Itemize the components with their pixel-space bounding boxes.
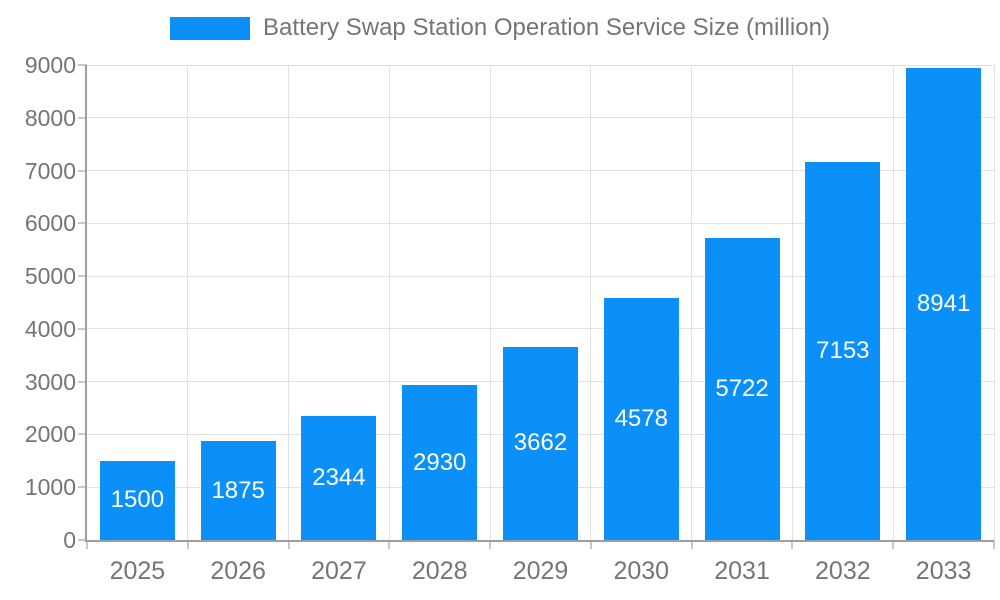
x-tick-label: 2026: [210, 557, 266, 585]
v-gridline: [691, 65, 693, 540]
v-gridline: [791, 65, 793, 540]
x-axis-tick: [993, 540, 995, 549]
y-tick-label: 7000: [24, 157, 76, 184]
y-tick-label: 5000: [24, 263, 76, 290]
h-gridline: [87, 64, 994, 66]
x-axis-tick: [287, 540, 290, 549]
x-tick-label: 2027: [311, 557, 367, 585]
x-axis-tick: [791, 540, 794, 549]
x-axis-tick: [589, 540, 592, 549]
x-axis-tick: [892, 540, 895, 549]
bar-value-label: 2930: [413, 448, 467, 476]
x-tick-label: 2029: [512, 557, 569, 585]
bar-value-label: 4578: [614, 405, 668, 433]
y-axis-tick: [78, 380, 87, 383]
y-axis-tick: [78, 433, 87, 436]
x-tick-label: 2032: [815, 557, 871, 585]
v-gridline: [187, 65, 189, 540]
x-tick-label: 2031: [714, 557, 770, 585]
bar: 1500: [99, 460, 175, 540]
bar: 2930: [402, 385, 478, 540]
legend-swatch: [170, 16, 251, 40]
x-axis-line: [85, 540, 994, 542]
bar-value-label: 3662: [513, 429, 568, 457]
y-tick-label: 9000: [24, 52, 76, 78]
y-axis-tick: [78, 539, 87, 541]
y-axis-tick: [78, 275, 87, 278]
legend-label: Battery Swap Station Operation Service S…: [263, 14, 830, 41]
bar-value-label: 1500: [110, 486, 165, 514]
bar: 5722: [704, 238, 780, 540]
y-tick-label: 1000: [24, 474, 76, 501]
bar: 2344: [301, 416, 377, 540]
v-gridline: [288, 65, 290, 540]
bar-value-label: 1875: [211, 476, 265, 504]
bar: 1875: [200, 441, 276, 540]
bar-value-label: 8941: [916, 290, 971, 318]
x-tick-label: 2028: [411, 557, 468, 585]
x-axis-tick: [388, 540, 391, 549]
x-axis-tick: [86, 540, 88, 549]
y-axis-tick: [78, 327, 87, 330]
bar-value-label: 7153: [816, 337, 870, 365]
y-tick-label: 3000: [24, 368, 76, 395]
bar: 3662: [503, 346, 578, 540]
y-tick-label: 6000: [24, 210, 76, 237]
v-gridline: [489, 65, 491, 540]
y-axis-tick: [78, 222, 87, 225]
h-gridline: [87, 117, 994, 119]
h-gridline: [87, 170, 994, 172]
v-gridline: [388, 65, 390, 540]
y-tick-label: 8000: [24, 104, 76, 131]
y-axis-tick: [78, 64, 87, 66]
y-axis-tick: [78, 169, 87, 172]
bar: 4578: [603, 298, 679, 540]
h-gridline: [87, 275, 994, 277]
h-gridline: [87, 328, 994, 330]
bar-value-label: 2344: [312, 464, 366, 492]
x-axis-tick: [489, 540, 492, 549]
v-gridline: [892, 65, 894, 540]
y-axis-tick: [78, 116, 87, 119]
y-axis-tick: [78, 486, 87, 489]
h-gridline: [87, 222, 994, 224]
x-tick-label: 2025: [109, 557, 166, 585]
x-axis-tick: [186, 540, 189, 549]
v-gridline: [993, 65, 995, 540]
bar: 8941: [906, 68, 982, 540]
y-tick-label: 4000: [24, 315, 76, 342]
legend: Battery Swap Station Operation Service S…: [0, 14, 1000, 42]
y-axis-line: [85, 65, 87, 542]
x-axis-tick: [690, 540, 693, 549]
bar-value-label: 5722: [715, 374, 769, 402]
x-tick-label: 2033: [915, 557, 972, 585]
y-tick-label: 0: [63, 527, 76, 553]
bar: 7153: [805, 162, 881, 540]
v-gridline: [590, 65, 592, 540]
x-tick-label: 2030: [613, 557, 670, 585]
y-tick-label: 2000: [24, 421, 76, 448]
